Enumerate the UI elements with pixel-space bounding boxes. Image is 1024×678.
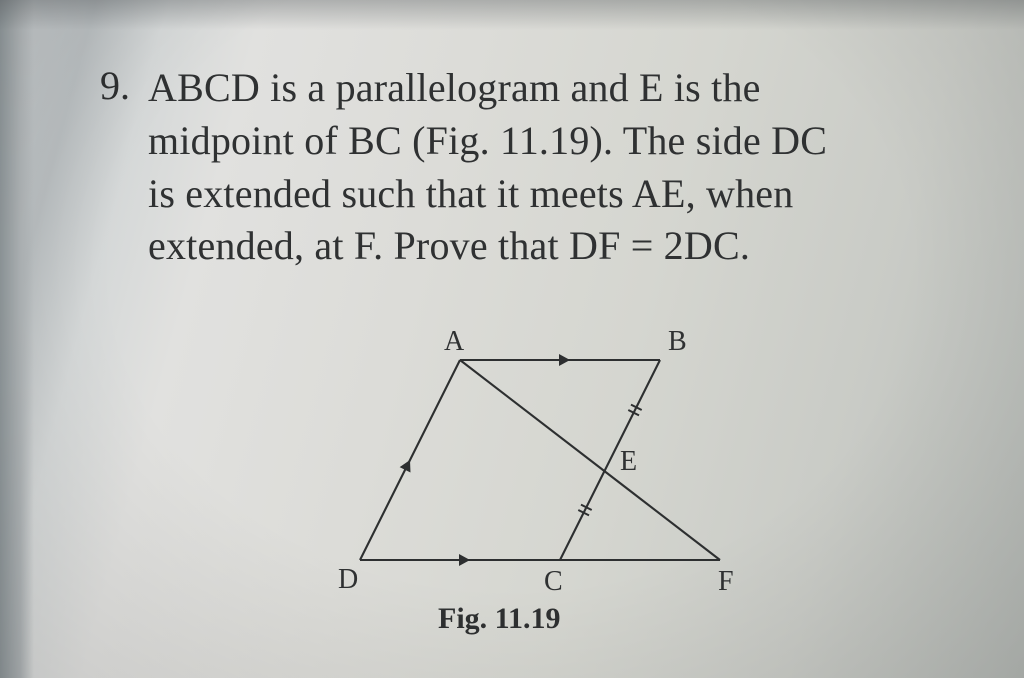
problem-block: 9. ABCD is a parallelogram and E is the … <box>70 62 970 273</box>
page-top-shadow <box>0 0 1024 30</box>
svg-text:F: F <box>718 566 734 597</box>
svg-text:A: A <box>444 326 465 357</box>
svg-text:B: B <box>668 326 687 357</box>
page: 9. ABCD is a parallelogram and E is the … <box>0 0 1024 678</box>
problem-text: ABCD is a parallelogram and E is the mid… <box>148 62 970 273</box>
svg-text:C: C <box>544 566 563 597</box>
problem-line-3: is extended such that it meets AE, when <box>148 171 793 216</box>
problem-number: 9. <box>70 62 130 109</box>
svg-text:D: D <box>338 564 358 595</box>
svg-text:E: E <box>620 446 637 477</box>
figure-svg: A B D C F E <box>320 320 760 610</box>
problem-line-1: ABCD is a parallelogram and E is the <box>148 65 761 110</box>
problem-line-4: extended, at F. Prove that DF = 2DC. <box>148 223 750 268</box>
figure: A B D C F E Fig. 11.19 <box>320 320 760 650</box>
problem-line-2: midpoint of BC (Fig. 11.19). The side DC <box>148 118 827 163</box>
figure-caption: Fig. 11.19 <box>438 602 561 636</box>
page-left-edge-shadow <box>0 0 34 678</box>
